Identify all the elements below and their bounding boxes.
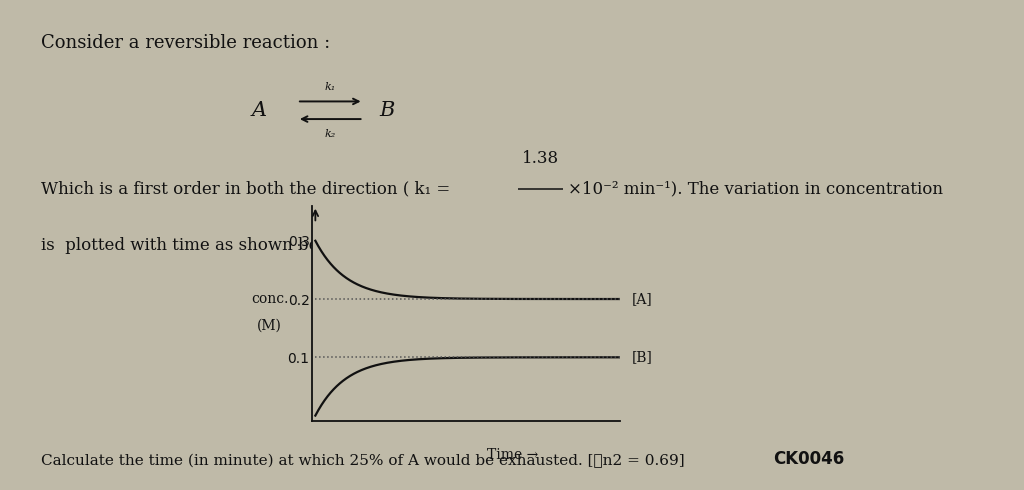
Text: (M): (M) xyxy=(257,318,283,332)
Text: k₂: k₂ xyxy=(325,129,335,139)
Text: is  plotted with time as shown below.: is plotted with time as shown below. xyxy=(41,237,351,253)
Text: [B]: [B] xyxy=(632,350,652,364)
Text: Consider a reversible reaction :: Consider a reversible reaction : xyxy=(41,34,330,52)
Text: B: B xyxy=(379,101,394,120)
Text: CK0046: CK0046 xyxy=(773,450,845,468)
Text: A: A xyxy=(251,101,266,120)
Text: 3: 3 xyxy=(536,211,546,228)
Text: Calculate the time (in minute) at which 25% of A would be exhausted. [ℓn2 = 0.69: Calculate the time (in minute) at which … xyxy=(41,454,685,468)
Text: k₁: k₁ xyxy=(325,82,335,92)
Text: Time →: Time → xyxy=(487,448,539,462)
Text: [A]: [A] xyxy=(632,292,652,306)
Text: conc.: conc. xyxy=(251,292,289,306)
Text: ×10⁻² min⁻¹). The variation in concentration: ×10⁻² min⁻¹). The variation in concentra… xyxy=(568,180,943,197)
Text: Which is a first order in both the direction ( k₁ =: Which is a first order in both the direc… xyxy=(41,180,456,197)
Text: 1.38: 1.38 xyxy=(522,149,559,167)
